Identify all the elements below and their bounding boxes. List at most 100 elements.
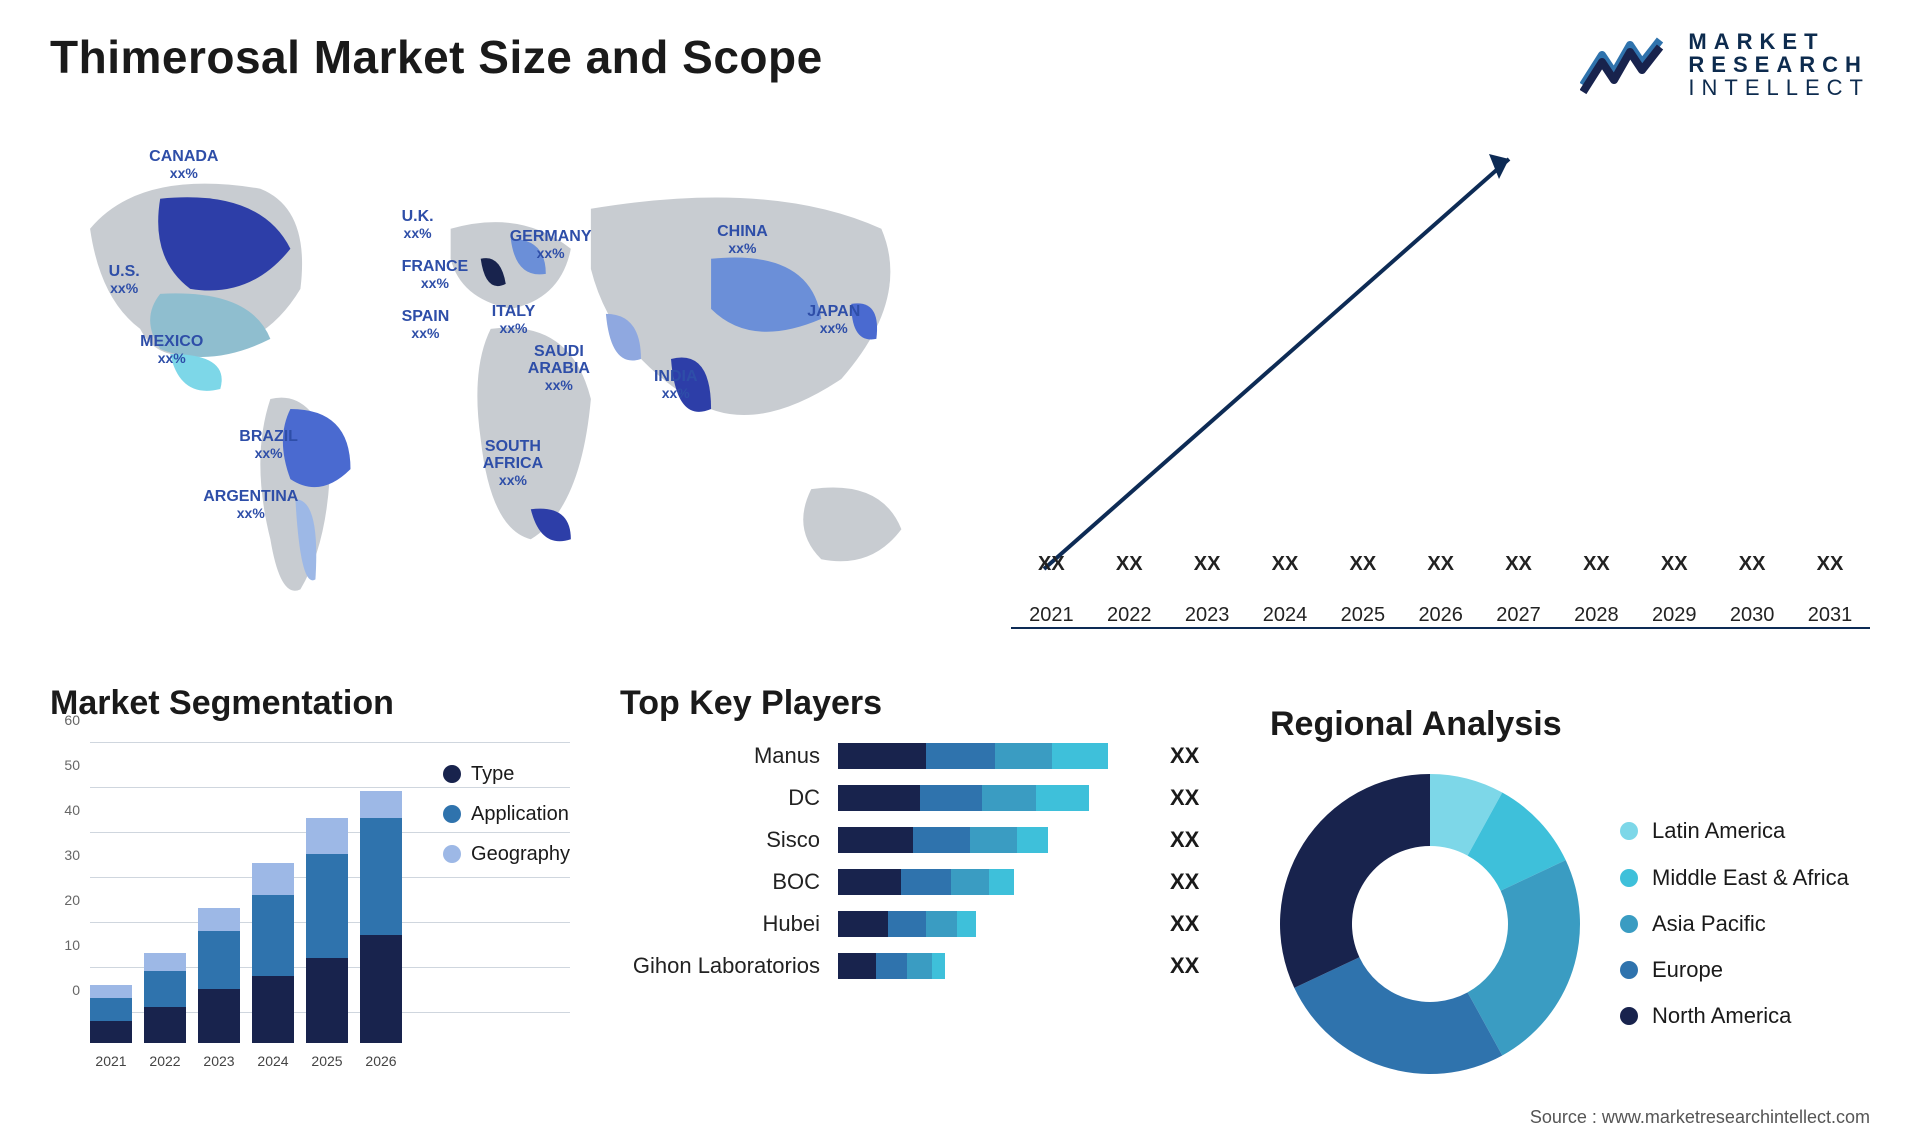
player-bar-segment <box>838 827 913 853</box>
player-value: XX <box>1170 953 1220 979</box>
seg-bar-segment <box>360 935 402 1043</box>
seg-bar-segment <box>360 818 402 935</box>
country-label: SPAINxx% <box>402 309 450 340</box>
player-name: Manus <box>620 743 820 769</box>
regional-donut <box>1270 764 1590 1084</box>
seg-bar-segment <box>90 1021 132 1044</box>
player-bar-segment <box>876 953 907 979</box>
legend-dot-icon <box>1620 961 1638 979</box>
seg-bar: 2025 <box>306 773 348 1043</box>
seg-bar-segment <box>144 953 186 971</box>
player-row: HubeiXX <box>620 911 1220 937</box>
seg-y-tick: 30 <box>50 847 80 863</box>
growth-year-label: 2028 <box>1566 604 1626 627</box>
region-legend-item: Latin America <box>1620 808 1849 854</box>
legend-label: Type <box>471 754 514 794</box>
country-label: JAPANxx% <box>807 304 860 335</box>
growth-year-label: 2023 <box>1177 604 1237 627</box>
growth-bar-label: XX <box>1099 553 1159 576</box>
player-value: XX <box>1170 869 1220 895</box>
seg-y-tick: 40 <box>50 802 80 818</box>
seg-legend-item: Application <box>443 794 570 834</box>
segmentation-panel: Market Segmentation 0102030405060 202120… <box>50 684 570 1104</box>
brand-line2: RESEARCH <box>1688 53 1870 76</box>
seg-bar-segment <box>90 985 132 999</box>
seg-legend-item: Geography <box>443 834 570 874</box>
country-label: FRANCExx% <box>402 259 469 290</box>
player-bar-segment <box>888 911 926 937</box>
legend-dot-icon <box>1620 869 1638 887</box>
seg-legend-item: Type <box>443 754 570 794</box>
growth-year-label: 2021 <box>1021 604 1081 627</box>
country-label: MEXICOxx% <box>140 334 203 365</box>
player-name: Gihon Laboratorios <box>620 953 820 979</box>
country-label: BRAZILxx% <box>239 429 298 460</box>
growth-bar-label: XX <box>1021 553 1081 576</box>
seg-bar-segment <box>90 998 132 1021</box>
player-bar-segment <box>901 869 951 895</box>
growth-year-label: 2031 <box>1800 604 1860 627</box>
player-row: Gihon Laboratorios XX <box>620 953 1220 979</box>
legend-label: Asia Pacific <box>1652 901 1766 947</box>
country-label: ITALYxx% <box>492 304 536 335</box>
player-bar <box>838 911 1152 937</box>
seg-year-label: 2024 <box>248 1053 298 1069</box>
player-bar <box>838 827 1152 853</box>
brand-line1: MARKET <box>1688 30 1870 53</box>
player-row: Manus XX <box>620 743 1220 769</box>
player-name: BOC <box>620 869 820 895</box>
seg-y-tick: 60 <box>50 712 80 728</box>
player-bar-segment <box>926 743 995 769</box>
country-label: CANADAxx% <box>149 149 218 180</box>
player-name: DC <box>620 785 820 811</box>
player-value: XX <box>1170 743 1220 769</box>
seg-bar: 2024 <box>252 773 294 1043</box>
player-name: Sisco <box>620 827 820 853</box>
player-row: DC XX <box>620 785 1220 811</box>
growth-bar-label: XX <box>1722 553 1782 576</box>
player-bar-segment <box>982 785 1035 811</box>
growth-bar-label: XX <box>1644 553 1704 576</box>
country-label: ARGENTINAxx% <box>203 489 298 520</box>
growth-year-label: 2024 <box>1255 604 1315 627</box>
seg-year-label: 2021 <box>86 1053 136 1069</box>
growth-year-label: 2030 <box>1722 604 1782 627</box>
growth-year-label: 2027 <box>1489 604 1549 627</box>
seg-bar: 2021 <box>90 773 132 1043</box>
seg-bar-segment <box>198 989 240 1043</box>
player-bar <box>838 953 1152 979</box>
player-bar-segment <box>1036 785 1089 811</box>
player-bar-segment <box>907 953 932 979</box>
region-legend-item: Middle East & Africa <box>1620 855 1849 901</box>
legend-dot-icon <box>1620 915 1638 933</box>
growth-year-label: 2026 <box>1411 604 1471 627</box>
seg-bar: 2023 <box>198 773 240 1043</box>
player-row: SiscoXX <box>620 827 1220 853</box>
player-bar-segment <box>1017 827 1048 853</box>
seg-bar-segment <box>306 958 348 1044</box>
seg-bar: 2026 <box>360 773 402 1043</box>
seg-bar-segment <box>198 931 240 990</box>
region-legend-item: Asia Pacific <box>1620 901 1849 947</box>
growth-bar-label: XX <box>1177 553 1237 576</box>
legend-label: Middle East & Africa <box>1652 855 1849 901</box>
growth-year-label: 2029 <box>1644 604 1704 627</box>
seg-y-tick: 0 <box>50 982 80 998</box>
player-value: XX <box>1170 785 1220 811</box>
player-bar-segment <box>989 869 1014 895</box>
legend-label: Europe <box>1652 947 1723 993</box>
player-bar <box>838 869 1152 895</box>
players-title: Top Key Players <box>620 684 1220 723</box>
growth-bar-label: XX <box>1566 553 1626 576</box>
player-bar-segment <box>951 869 989 895</box>
country-label: U.S.xx% <box>109 264 140 295</box>
seg-bar-segment <box>198 908 240 931</box>
player-bar-segment <box>913 827 970 853</box>
legend-label: Application <box>471 794 569 834</box>
seg-bar-segment <box>252 976 294 1044</box>
seg-bar-segment <box>252 895 294 976</box>
player-bar-segment <box>838 911 888 937</box>
legend-label: North America <box>1652 993 1791 1039</box>
seg-bar-segment <box>306 854 348 958</box>
growth-bar-label: XX <box>1800 553 1860 576</box>
